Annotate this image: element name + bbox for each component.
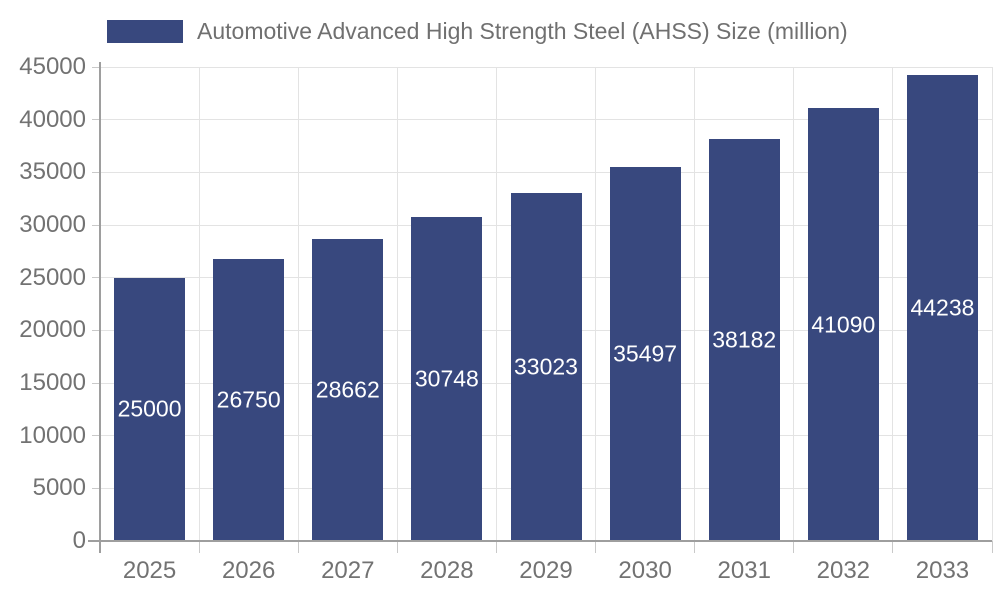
x-axis-tick: [495, 541, 497, 553]
x-axis-tick: [198, 541, 200, 553]
v-gridline: [694, 67, 696, 541]
bar-2027[interactable]: [312, 239, 384, 541]
x-axis-tick: [991, 541, 993, 553]
v-gridline: [198, 67, 200, 541]
legend-swatch[interactable]: [107, 19, 183, 43]
y-axis-line: [99, 62, 101, 553]
bar-value-label: 38182: [712, 326, 777, 353]
legend-item[interactable]: Automotive Advanced High Strength Steel …: [107, 16, 848, 46]
y-tick-label: 10000: [19, 421, 86, 449]
y-tick-label: 0: [72, 527, 86, 554]
y-tick-label: 30000: [19, 211, 86, 238]
bar-2029[interactable]: [510, 193, 582, 541]
bar-2026[interactable]: [213, 259, 285, 541]
bar-value-label: 30748: [414, 365, 479, 392]
y-axis-tick: [92, 224, 100, 226]
bar-2033[interactable]: [906, 75, 978, 541]
x-tick-label: 2025: [122, 557, 177, 584]
v-gridline: [297, 67, 299, 541]
y-axis-tick: [92, 329, 100, 331]
v-gridline: [595, 67, 597, 541]
v-gridline: [892, 67, 894, 541]
bar-value-label: 35497: [613, 340, 678, 367]
bar-2031[interactable]: [708, 138, 780, 541]
h-gridline: [100, 66, 992, 68]
legend-label[interactable]: Automotive Advanced High Strength Steel …: [197, 17, 848, 44]
y-axis-tick: [92, 119, 100, 121]
v-gridline: [793, 67, 795, 541]
y-axis-tick: [92, 435, 100, 437]
v-gridline: [396, 67, 398, 541]
x-axis-tick: [297, 541, 299, 553]
y-axis-tick: [92, 66, 100, 68]
y-axis-tick: [92, 171, 100, 173]
y-axis-tick: [92, 382, 100, 384]
y-tick-label: 20000: [19, 316, 86, 344]
bar-value-label: 33023: [514, 353, 578, 380]
y-tick-label: 40000: [19, 105, 86, 133]
x-axis-line: [88, 540, 992, 542]
y-tick-label: 35000: [19, 158, 86, 186]
bar-2028[interactable]: [411, 217, 483, 541]
y-axis-tick: [92, 277, 100, 279]
bar-value-label: 44238: [910, 294, 975, 321]
y-tick-label: 15000: [19, 369, 86, 396]
bar-value-label: 28662: [315, 376, 380, 403]
y-tick-label: 25000: [19, 263, 86, 291]
x-tick-label: 2033: [915, 557, 970, 584]
bar-2025[interactable]: [114, 277, 186, 541]
x-tick-label: 2030: [618, 557, 672, 584]
x-tick-label: 2031: [717, 557, 771, 584]
x-axis-tick: [396, 541, 398, 553]
bar-value-label: 41090: [811, 311, 876, 338]
x-axis-tick: [694, 541, 696, 553]
bar-2030[interactable]: [609, 167, 681, 541]
x-axis-tick: [892, 541, 894, 553]
bar-value-label: 26750: [216, 386, 281, 413]
h-gridline: [100, 119, 992, 121]
bar-2032[interactable]: [807, 108, 879, 541]
x-tick-label: 2028: [420, 557, 474, 584]
y-axis-tick: [92, 487, 100, 489]
y-tick-label: 5000: [32, 474, 86, 502]
v-gridline: [991, 67, 993, 541]
h-gridline: [100, 171, 992, 173]
x-axis-tick: [595, 541, 597, 553]
x-axis-tick: [793, 541, 795, 553]
x-tick-label: 2027: [321, 557, 375, 584]
x-tick-label: 2029: [519, 557, 573, 584]
x-tick-label: 2026: [221, 557, 276, 584]
y-tick-label: 45000: [19, 53, 86, 80]
bar-value-label: 25000: [117, 395, 182, 422]
x-tick-label: 2032: [816, 557, 871, 584]
v-gridline: [495, 67, 497, 541]
